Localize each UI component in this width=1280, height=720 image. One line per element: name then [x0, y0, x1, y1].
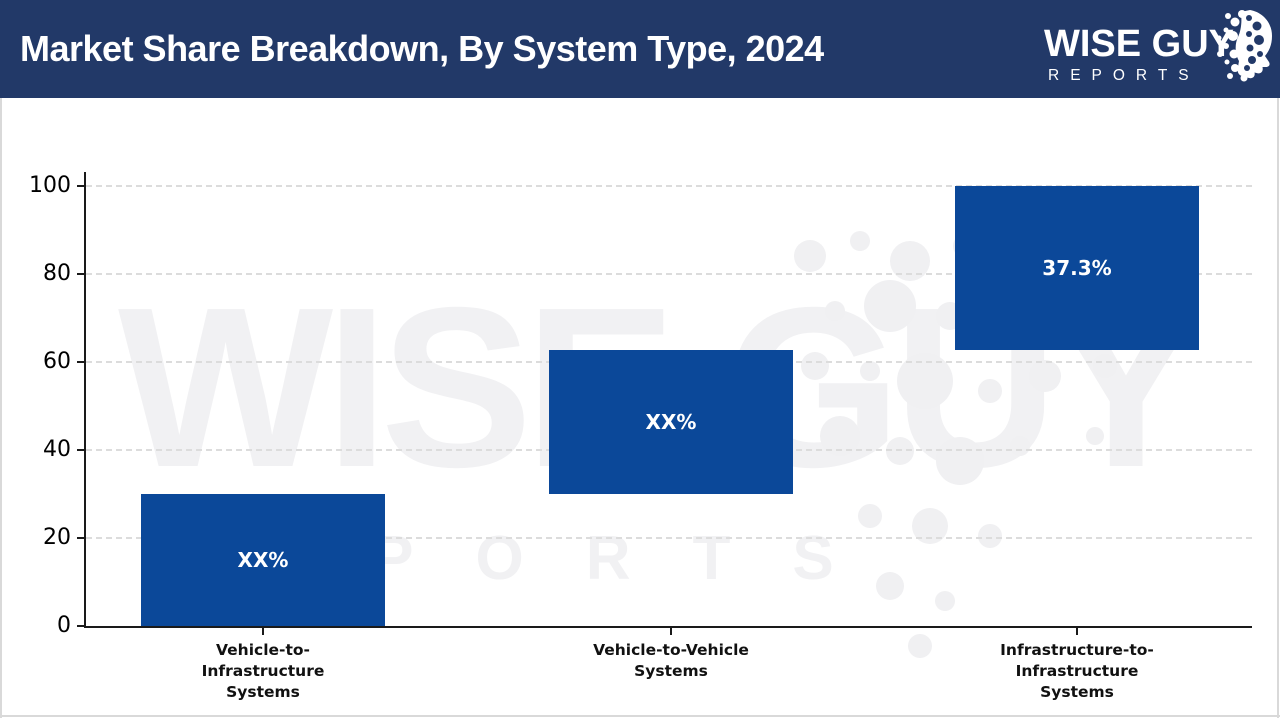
bar — [549, 350, 793, 494]
bar-label: XX% — [645, 410, 697, 435]
y-tick — [77, 185, 84, 187]
y-tick-label: 100 — [29, 173, 71, 198]
x-axis — [84, 626, 1252, 628]
chart-area: 0 20 40 60 80 100 XX% Vehicle-to- Infrastructur… — [0, 98, 1280, 720]
y-tick-label: 20 — [43, 525, 71, 550]
y-axis — [84, 172, 86, 628]
page-border-left — [0, 98, 2, 718]
bar-label: XX% — [237, 548, 289, 572]
y-tick — [77, 273, 84, 275]
x-tick — [670, 628, 672, 635]
gridline — [86, 537, 1252, 539]
category-label: Vehicle-to-Vehicle Systems — [593, 641, 749, 680]
bar — [955, 186, 1199, 351]
brand-logo: WISE GUY REPORTS — [1044, 10, 1272, 84]
logo-sub: REPORTS — [1048, 67, 1200, 84]
x-tick — [262, 628, 264, 635]
logo-face-icon — [1216, 10, 1272, 82]
header-band: Market Share Breakdown, By System Type, … — [0, 0, 1280, 98]
bar-label: 37.3% — [1042, 256, 1112, 281]
page-border-right — [1277, 98, 1279, 718]
gridline — [86, 273, 1252, 275]
y-tick — [77, 361, 84, 363]
category-label: Infrastructure-to- Infrastructure System… — [1000, 641, 1154, 701]
logo-wordmark: WISE GUY — [1044, 23, 1234, 65]
y-tick-label: 80 — [43, 261, 71, 286]
gridline — [86, 185, 1252, 187]
y-tick-label: 60 — [43, 349, 71, 374]
y-tick — [77, 625, 84, 627]
page-title: Market Share Breakdown, By System Type, … — [20, 28, 824, 69]
y-tick — [77, 449, 84, 451]
x-tick — [1076, 628, 1078, 635]
y-tick-label: 40 — [43, 437, 71, 462]
category-label: Vehicle-to- Infrastructure Systems — [201, 641, 325, 701]
y-tick-label: 0 — [57, 613, 71, 638]
y-tick — [77, 537, 84, 539]
chart-canvas: WISE GUY REPORTS 0 20 40 60 80 100 XX% Vehicle-… — [0, 98, 1280, 720]
bar — [141, 494, 385, 626]
page-border-bottom — [0, 715, 1280, 717]
